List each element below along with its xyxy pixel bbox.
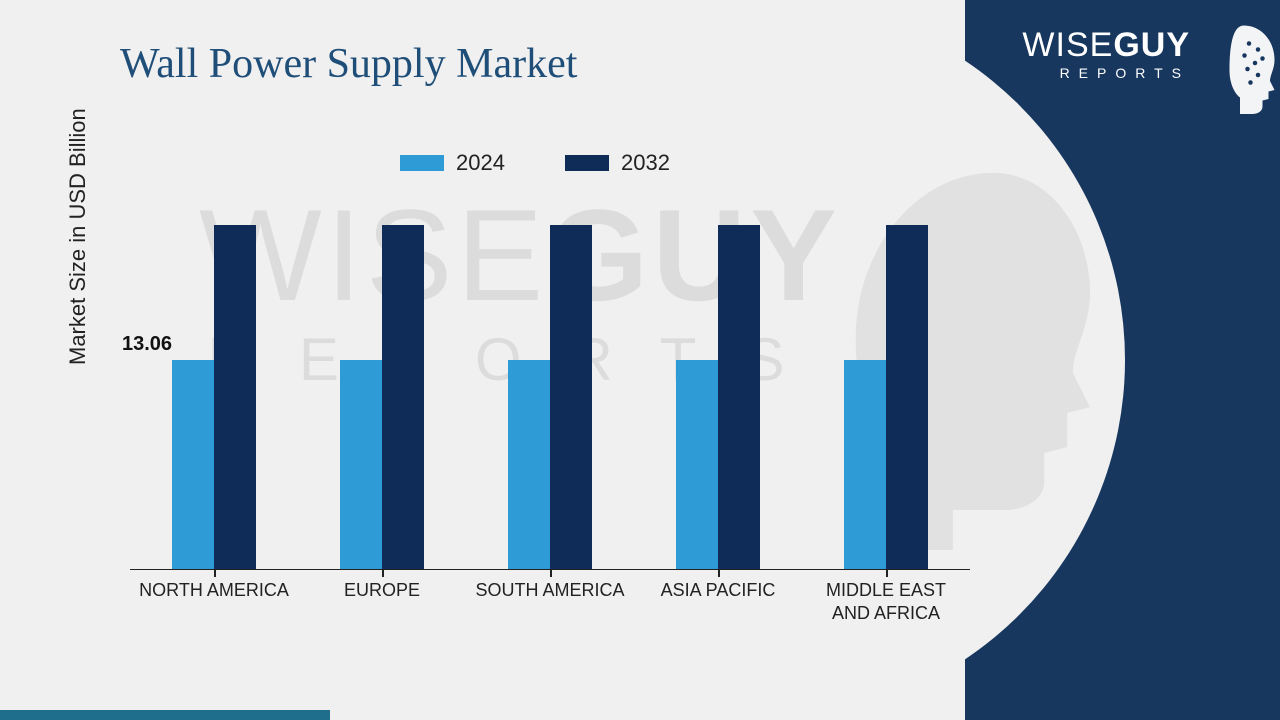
bar-group: SOUTH AMERICA bbox=[480, 170, 620, 569]
category-label: MIDDLE EAST AND AFRICA bbox=[811, 569, 961, 624]
bottom-accent-bar bbox=[0, 710, 330, 720]
category-label: EUROPE bbox=[307, 569, 457, 602]
brand-line1-light: WISE bbox=[1022, 26, 1113, 64]
bar-2024 bbox=[508, 360, 550, 569]
page-title: Wall Power Supply Market bbox=[120, 40, 577, 88]
bar-value-label: 13.06 bbox=[122, 333, 172, 356]
category-label: SOUTH AMERICA bbox=[475, 569, 625, 602]
bar-2032 bbox=[214, 225, 256, 569]
bar-2024 bbox=[844, 360, 886, 569]
bar-2032 bbox=[382, 225, 424, 569]
legend-swatch-2024 bbox=[400, 155, 444, 171]
category-label: ASIA PACIFIC bbox=[643, 569, 793, 602]
category-label: NORTH AMERICA bbox=[139, 569, 289, 602]
brand-line2: REPORTS bbox=[1022, 66, 1190, 80]
bar-2024 bbox=[676, 360, 718, 569]
brand-logo: WISEGUY REPORTS bbox=[1022, 28, 1190, 80]
bar-group: ASIA PACIFIC bbox=[648, 170, 788, 569]
bar-groups: 13.06 NORTH AMERICA EUROPE SOUTH bbox=[130, 170, 970, 569]
page-root: WISEGUY REPORTS Wall Power Supply Market… bbox=[0, 0, 1280, 720]
bar-group: EUROPE bbox=[312, 170, 452, 569]
legend-swatch-2032 bbox=[565, 155, 609, 171]
bar-chart: Market Size in USD Billion 2024 2032 13.… bbox=[100, 150, 970, 580]
brand-line1-heavy: GUY bbox=[1113, 26, 1190, 64]
bar-2032 bbox=[718, 225, 760, 569]
y-axis-label: Market Size in USD Billion bbox=[65, 108, 91, 365]
plot-area: 13.06 NORTH AMERICA EUROPE SOUTH bbox=[130, 170, 970, 570]
bar-group: MIDDLE EAST AND AFRICA bbox=[816, 170, 956, 569]
bar-group: 13.06 NORTH AMERICA bbox=[144, 170, 284, 569]
bar-2024 bbox=[172, 360, 214, 569]
bar-2024 bbox=[340, 360, 382, 569]
bar-2032 bbox=[550, 225, 592, 569]
bar-2032 bbox=[886, 225, 928, 569]
